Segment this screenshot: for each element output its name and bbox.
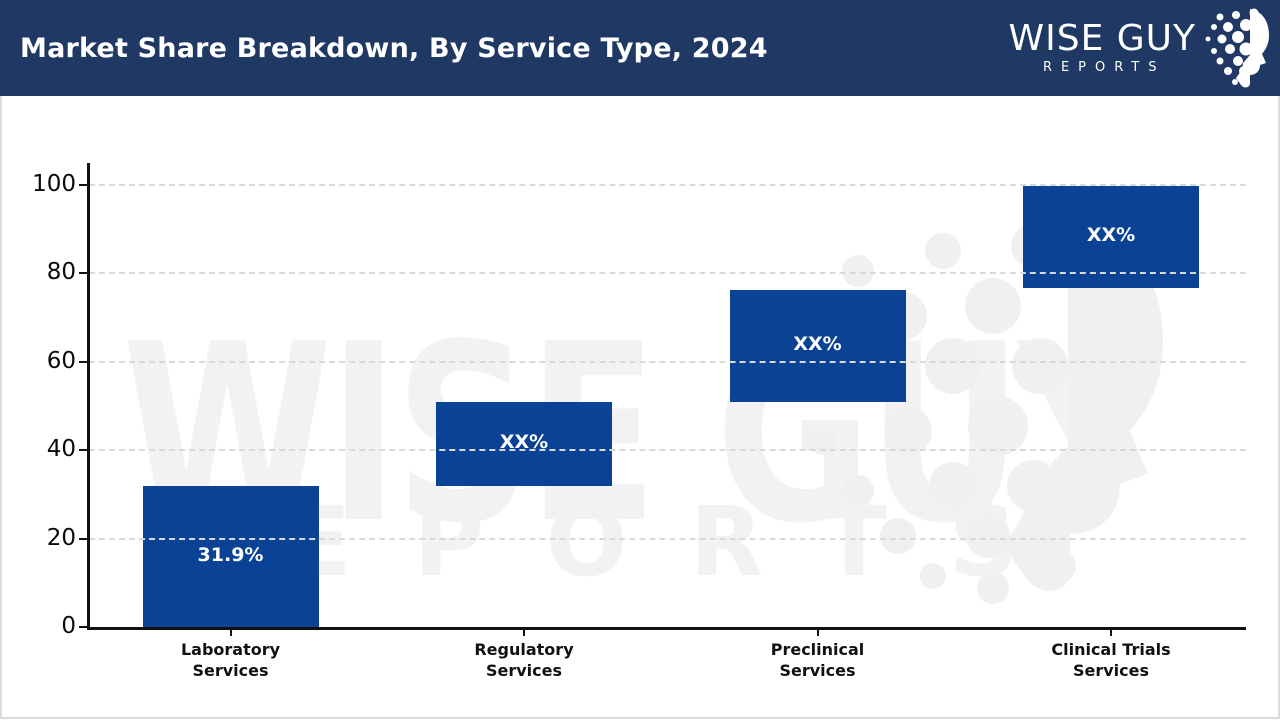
waterfall-bar-4 — [1023, 185, 1199, 289]
y-tick-label: 40 — [46, 436, 76, 463]
brand-logo: WISE GUY REPORTS — [1009, 5, 1280, 91]
waterfall-bar-3 — [729, 289, 906, 402]
bar-value-label: 31.9% — [197, 543, 264, 566]
gridline — [89, 449, 1246, 452]
gridline — [89, 272, 1246, 275]
y-tick-mark — [79, 272, 88, 275]
bar-value-label: XX% — [1086, 224, 1136, 247]
x-category-label: Regulatory Services — [414, 639, 634, 681]
y-tick-label: 60 — [46, 347, 76, 374]
x-tick-mark — [229, 629, 232, 636]
x-category-label: Laboratory Services — [121, 639, 341, 681]
y-tick-mark — [79, 360, 88, 363]
x-category-label-line: Services — [1072, 661, 1150, 680]
x-category-label-line: Services — [192, 661, 269, 680]
x-category-label-line: Clinical Trials — [1051, 640, 1171, 659]
x-tick-mark — [1110, 629, 1112, 636]
brand-head-dots-icon — [1205, 8, 1269, 88]
bar-value-label: XX% — [793, 332, 842, 355]
x-category-label: Preclinical Services — [708, 639, 928, 681]
x-category-label-line: Regulatory — [474, 640, 574, 659]
x-category-label-line: Laboratory — [180, 640, 281, 659]
x-category-label-line: Services — [779, 661, 856, 680]
y-tick-mark — [79, 537, 88, 540]
waterfall-bar-1 — [142, 486, 319, 627]
x-tick-mark — [816, 629, 819, 636]
y-axis-line — [87, 163, 90, 630]
x-axis-line — [87, 627, 1246, 630]
chart-title: Market Share Breakdown, By Service Type,… — [20, 32, 768, 64]
header-bar: Market Share Breakdown, By Service Type,… — [0, 0, 1280, 96]
y-tick-mark — [79, 449, 88, 452]
bar-value-label: XX% — [499, 430, 549, 453]
brand-wordmark: WISE GUY REPORTS — [1009, 20, 1197, 76]
brand-subtitle: REPORTS — [1042, 60, 1166, 75]
gridline — [89, 184, 1246, 186]
y-tick-mark — [79, 626, 88, 628]
y-tick-label: 100 — [32, 171, 76, 197]
x-tick-mark — [523, 629, 525, 636]
waterfall-bar-2 — [436, 401, 612, 486]
x-category-label-line: Services — [485, 661, 563, 680]
x-category-label: Clinical Trials Services — [1001, 639, 1221, 681]
gridline — [89, 537, 1246, 540]
y-tick-label: 80 — [46, 259, 76, 286]
y-tick-label: 0 — [61, 613, 76, 639]
gridline — [89, 360, 1246, 363]
y-tick-label: 20 — [46, 524, 76, 551]
y-tick-mark — [79, 184, 88, 186]
brand-name: WISE GUY — [1008, 18, 1196, 59]
x-category-label-line: Preclinical — [770, 640, 865, 659]
